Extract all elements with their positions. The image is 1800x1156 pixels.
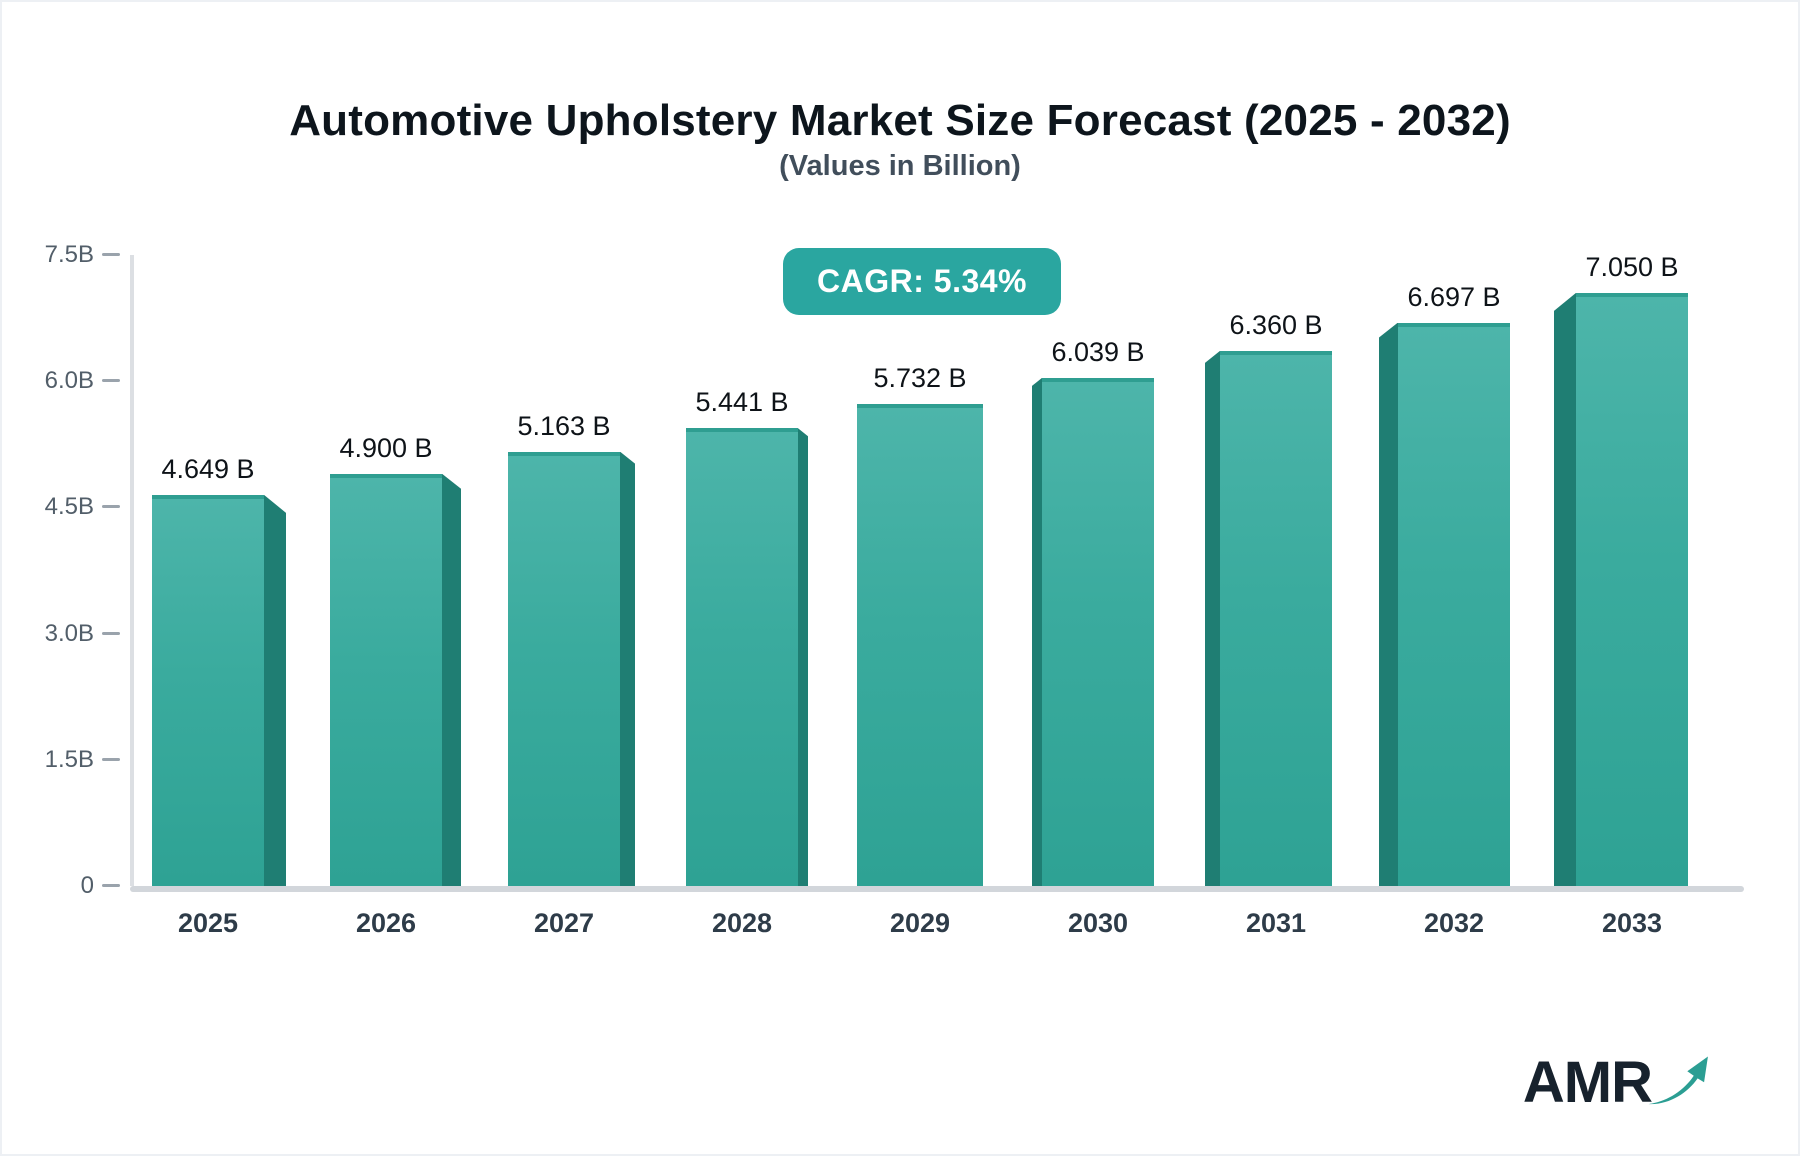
bar-value-label: 6.697 B: [1407, 281, 1501, 312]
cagr-badge: CAGR: 5.34%: [783, 248, 1061, 315]
bar-side-face: [264, 494, 286, 886]
x-axis-label: 2025: [177, 908, 239, 938]
bar-value-label: 5.732 B: [873, 362, 967, 393]
bar-value-label: 5.441 B: [695, 387, 789, 418]
y-axis-tick: [102, 253, 120, 256]
bar-side-face: [1379, 322, 1398, 886]
x-axis-label: 2029: [889, 908, 951, 938]
chart-title: Automotive Upholstery Market Size Foreca…: [289, 96, 1511, 145]
bar-2032[interactable]: 6.697 B: [1379, 282, 1510, 886]
bar-front-face: [508, 451, 620, 886]
bar-front-face: [330, 473, 442, 886]
bar-side-face: [442, 473, 461, 886]
x-axis-line: [130, 886, 1744, 892]
bar-side-face: [620, 451, 635, 886]
bar-front-face: [1398, 322, 1510, 886]
bar-front-face: [152, 494, 264, 886]
bar-value-label: 4.649 B: [161, 453, 255, 484]
bar-front-face: [686, 428, 798, 886]
bar-2026[interactable]: 4.900 B: [330, 433, 461, 886]
y-axis-tick-label: 4.5B: [44, 493, 94, 521]
y-axis-tick: [102, 631, 120, 635]
bar-front-face: [857, 403, 983, 886]
x-axis-label: 2027: [533, 908, 595, 938]
bar-2033[interactable]: 7.050 B: [1554, 252, 1688, 886]
amr-logo-text: AMR: [1522, 1050, 1653, 1115]
bar-2030[interactable]: 6.039 B: [1032, 337, 1154, 886]
y-axis-tick-label: 1.5B: [44, 745, 94, 773]
y-axis-tick: [102, 379, 120, 383]
bar-value-label: 7.050 B: [1585, 251, 1679, 282]
bar-side-face: [798, 428, 808, 886]
y-axis-line: [130, 255, 134, 886]
bar-value-label: 6.360 B: [1229, 309, 1323, 340]
bar-value-label: 5.163 B: [517, 410, 611, 441]
x-axis-label: 2030: [1067, 908, 1129, 938]
bar-2029[interactable]: 5.732 B: [857, 363, 983, 886]
bar-front-face: [1576, 292, 1688, 886]
bar-value-label: 4.900 B: [339, 432, 433, 463]
amr-logo: AMR: [1523, 1049, 1710, 1116]
growth-arrow-icon: [1648, 1055, 1708, 1104]
y-axis-tick-label: 3.0B: [44, 619, 94, 647]
x-axis-label: 2028: [711, 908, 773, 938]
bar-side-face: [1205, 350, 1220, 886]
bar-2025[interactable]: 4.649 B: [152, 454, 286, 886]
y-axis-tick-label: 0: [80, 872, 94, 899]
y-axis-tick: [102, 884, 120, 887]
y-axis-tick-label: 6.0B: [44, 367, 94, 395]
y-axis-tick: [102, 505, 120, 509]
bar-2031[interactable]: 6.360 B: [1205, 310, 1332, 886]
x-axis-label: 2031: [1245, 908, 1307, 938]
bar-2027[interactable]: 5.163 B: [508, 411, 635, 886]
bar-value-label: 6.039 B: [1051, 336, 1145, 367]
chart-subtitle: (Values in Billion): [779, 150, 1021, 182]
x-axis-label: 2033: [1601, 908, 1663, 938]
bar-front-face: [1220, 350, 1332, 886]
x-axis-label: 2026: [355, 908, 417, 938]
x-axis-label: 2032: [1423, 908, 1485, 938]
bar-side-face: [1032, 377, 1042, 886]
y-axis-tick: [102, 757, 120, 761]
bar-2028[interactable]: 5.441 B: [686, 387, 808, 886]
bar-front-face: [1042, 377, 1154, 886]
y-axis-tick-label: 7.5B: [44, 241, 94, 268]
bar-side-face: [1554, 292, 1576, 886]
